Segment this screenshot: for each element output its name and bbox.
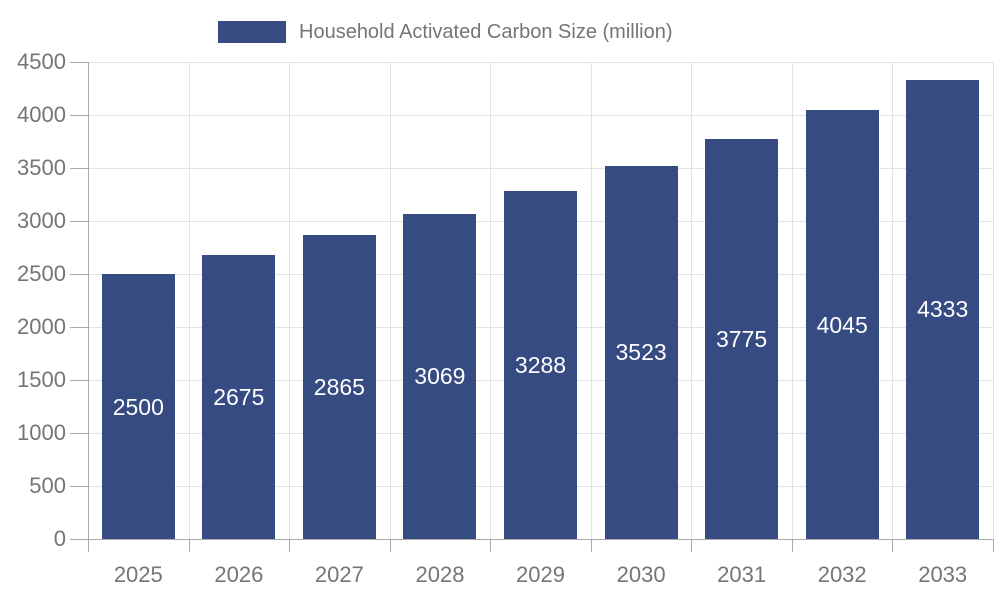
- y-tick-1500: [70, 380, 88, 381]
- y-tick-1000: [70, 433, 88, 434]
- x-axis-label-2027: 2027: [314, 562, 364, 587]
- y-axis-label-500: 500: [29, 473, 66, 498]
- bar-value-2029: 3288: [514, 351, 567, 378]
- gridline-y-4500: [88, 62, 993, 63]
- bar-value-2030: 3523: [615, 339, 667, 366]
- x-axis-label-2028: 2028: [415, 562, 465, 587]
- legend[interactable]: Household Activated Carbon Size (million…: [218, 20, 673, 44]
- y-axis-label-4500: 4500: [17, 49, 66, 74]
- gridline-x-9: [993, 62, 994, 539]
- y-axis-label-2000: 2000: [17, 314, 66, 339]
- bar-2029[interactable]: [504, 190, 577, 539]
- x-tick-5: [590, 539, 592, 552]
- x-axis-label-2033: 2033: [918, 562, 968, 587]
- y-tick-3500: [70, 168, 88, 169]
- y-axis-label-3500: 3500: [17, 155, 66, 180]
- x-tick-2: [289, 539, 291, 552]
- bar-2030[interactable]: [604, 165, 678, 539]
- x-tick-6: [691, 539, 693, 552]
- gridline-x-3: [389, 62, 391, 539]
- y-axis-label-1000: 1000: [17, 420, 66, 445]
- bar-value-2032: 4045: [816, 311, 868, 338]
- gridline-x-8: [892, 62, 894, 539]
- bar-value-2027: 2865: [313, 374, 365, 401]
- bar-value-2033: 4333: [917, 296, 969, 323]
- gridline-x-6: [691, 62, 693, 539]
- gridline-y-3500: [88, 168, 993, 169]
- bar-value-2025: 2500: [112, 393, 164, 420]
- y-tick-500: [70, 486, 88, 487]
- bar-2033[interactable]: [906, 79, 980, 539]
- gridline-x-4: [490, 62, 492, 539]
- bar-value-2026: 2675: [213, 384, 265, 411]
- y-tick-4500: [70, 62, 88, 63]
- legend-label: Household Activated Carbon Size (million…: [299, 21, 673, 43]
- y-axis-label-2500: 2500: [17, 261, 66, 286]
- y-axis-label-0: 0: [53, 526, 66, 551]
- x-axis-label-2031: 2031: [717, 562, 767, 587]
- x-axis-label-2030: 2030: [616, 562, 666, 587]
- legend-swatch-icon: [218, 21, 286, 43]
- bar-2031[interactable]: [705, 138, 779, 539]
- x-axis-label-2025: 2025: [113, 562, 163, 587]
- bar-2025[interactable]: [101, 274, 175, 539]
- y-axis-label-3000: 3000: [17, 208, 66, 233]
- y-axis-label-4000: 4000: [17, 102, 66, 127]
- x-axis-label-2029: 2029: [516, 562, 565, 587]
- x-tick-1: [188, 539, 190, 552]
- bar-2032[interactable]: [805, 110, 879, 539]
- y-tick-2500: [70, 274, 88, 275]
- x-axis-line: [88, 539, 993, 540]
- bar-2026[interactable]: [202, 255, 276, 539]
- y-tick-3000: [70, 221, 88, 222]
- gridline-x-5: [590, 62, 592, 539]
- x-tick-4: [490, 539, 492, 552]
- gridline-x-7: [791, 62, 793, 539]
- y-axis-line: [88, 62, 89, 539]
- x-tick-0: [88, 539, 89, 552]
- x-axis-label-2026: 2026: [214, 562, 264, 587]
- gridline-x-2: [289, 62, 291, 539]
- bar-value-2028: 3069: [414, 363, 466, 390]
- bar-2027[interactable]: [302, 235, 376, 539]
- x-tick-3: [389, 539, 391, 552]
- x-tick-9: [993, 539, 994, 552]
- bar-2028[interactable]: [403, 213, 477, 539]
- x-axis-label-2032: 2032: [817, 562, 867, 587]
- x-tick-7: [791, 539, 793, 552]
- y-tick-0: [70, 539, 88, 540]
- x-tick-8: [892, 539, 894, 552]
- y-tick-2000: [70, 327, 88, 328]
- y-tick-4000: [70, 115, 88, 116]
- gridline-x-1: [188, 62, 190, 539]
- gridline-y-4000: [88, 115, 993, 116]
- y-axis-label-1500: 1500: [17, 367, 66, 392]
- bar-value-2031: 3775: [716, 325, 768, 352]
